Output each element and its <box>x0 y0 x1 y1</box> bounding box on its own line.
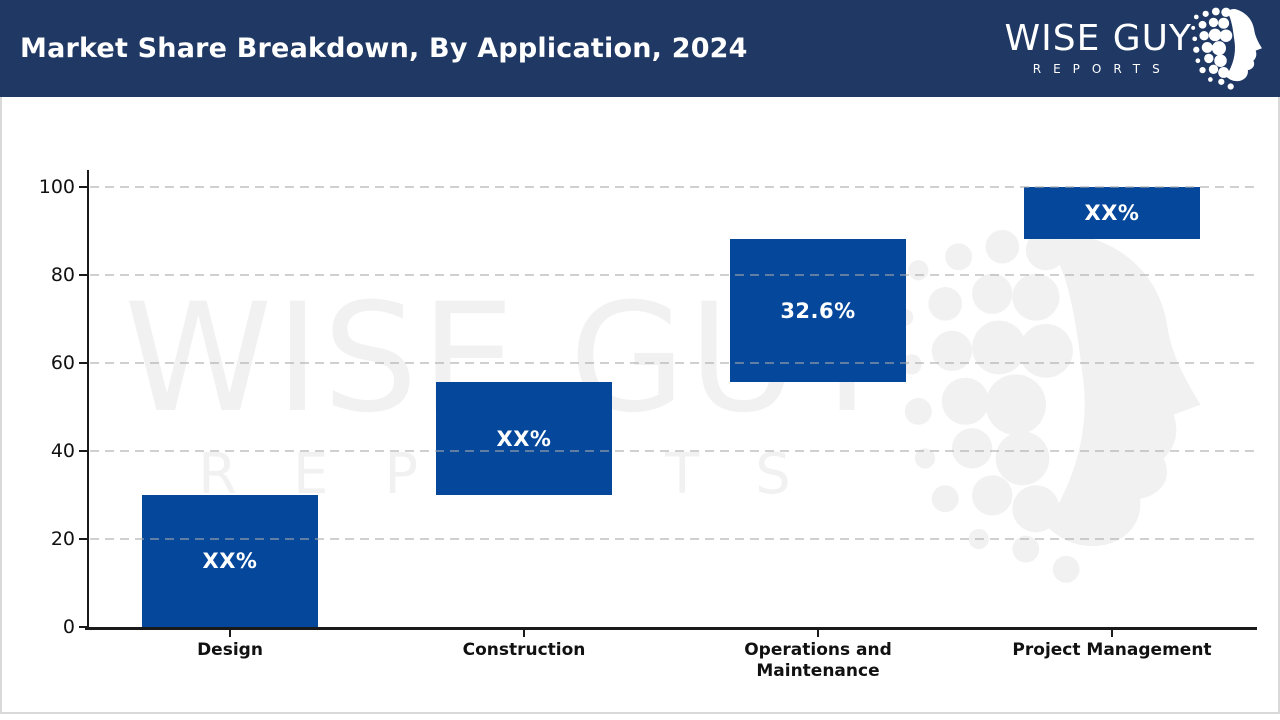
bar-value-label: XX% <box>496 426 552 451</box>
y-tick-label: 40 <box>50 440 75 462</box>
y-tick-label: 20 <box>50 528 75 550</box>
y-tick-label: 60 <box>50 352 75 374</box>
y-tick-mark <box>79 186 87 188</box>
y-tick-label: 0 <box>62 616 75 638</box>
chart-card-border <box>0 97 1280 714</box>
y-tick-mark <box>79 538 87 540</box>
y-tick-label: 100 <box>38 176 75 198</box>
x-axis-line <box>85 627 1257 630</box>
x-category-label: Construction <box>462 640 586 660</box>
bar-segment: XX% <box>1024 187 1200 239</box>
y-tick-mark <box>79 274 87 276</box>
x-category-label: Design <box>197 640 263 660</box>
bar-value-label: XX% <box>202 549 258 573</box>
x-tick-mark <box>1111 629 1113 637</box>
y-tick-mark <box>79 450 87 452</box>
logo-subtitle: REPORTS <box>1032 62 1172 76</box>
bar-segment: 32.6% <box>730 238 906 383</box>
y-tick-mark <box>79 362 87 364</box>
gridline <box>90 362 1257 364</box>
x-tick-mark <box>229 629 231 637</box>
watermark-dotted-head-icon <box>878 222 1214 594</box>
gridline <box>90 186 1257 188</box>
y-tick-label: 80 <box>50 264 75 286</box>
gridline <box>90 274 1257 276</box>
bar-value-label: XX% <box>1084 200 1140 225</box>
y-axis-line <box>87 170 89 629</box>
logo-text: WISE GUY REPORTS <box>1004 18 1193 77</box>
x-tick-mark <box>817 629 819 637</box>
y-tick-mark <box>79 626 87 628</box>
dotted-head-icon <box>1186 6 1266 92</box>
header-bar: Market Share Breakdown, By Application, … <box>0 0 1280 97</box>
bar-segment: XX% <box>436 382 612 495</box>
x-category-label: Operations and Maintenance <box>744 640 892 682</box>
gridline <box>90 538 1257 540</box>
wise-guy-logo: WISE GUY REPORTS <box>1005 6 1267 92</box>
x-tick-mark <box>523 629 525 637</box>
bar-value-label: 32.6% <box>780 298 856 323</box>
gridline <box>90 450 1257 452</box>
page-title: Market Share Breakdown, By Application, … <box>20 33 748 64</box>
bar-segment: XX% <box>142 495 318 627</box>
logo-wordmark: WISE GUY <box>1004 18 1192 59</box>
x-category-label: Project Management <box>1012 640 1212 660</box>
